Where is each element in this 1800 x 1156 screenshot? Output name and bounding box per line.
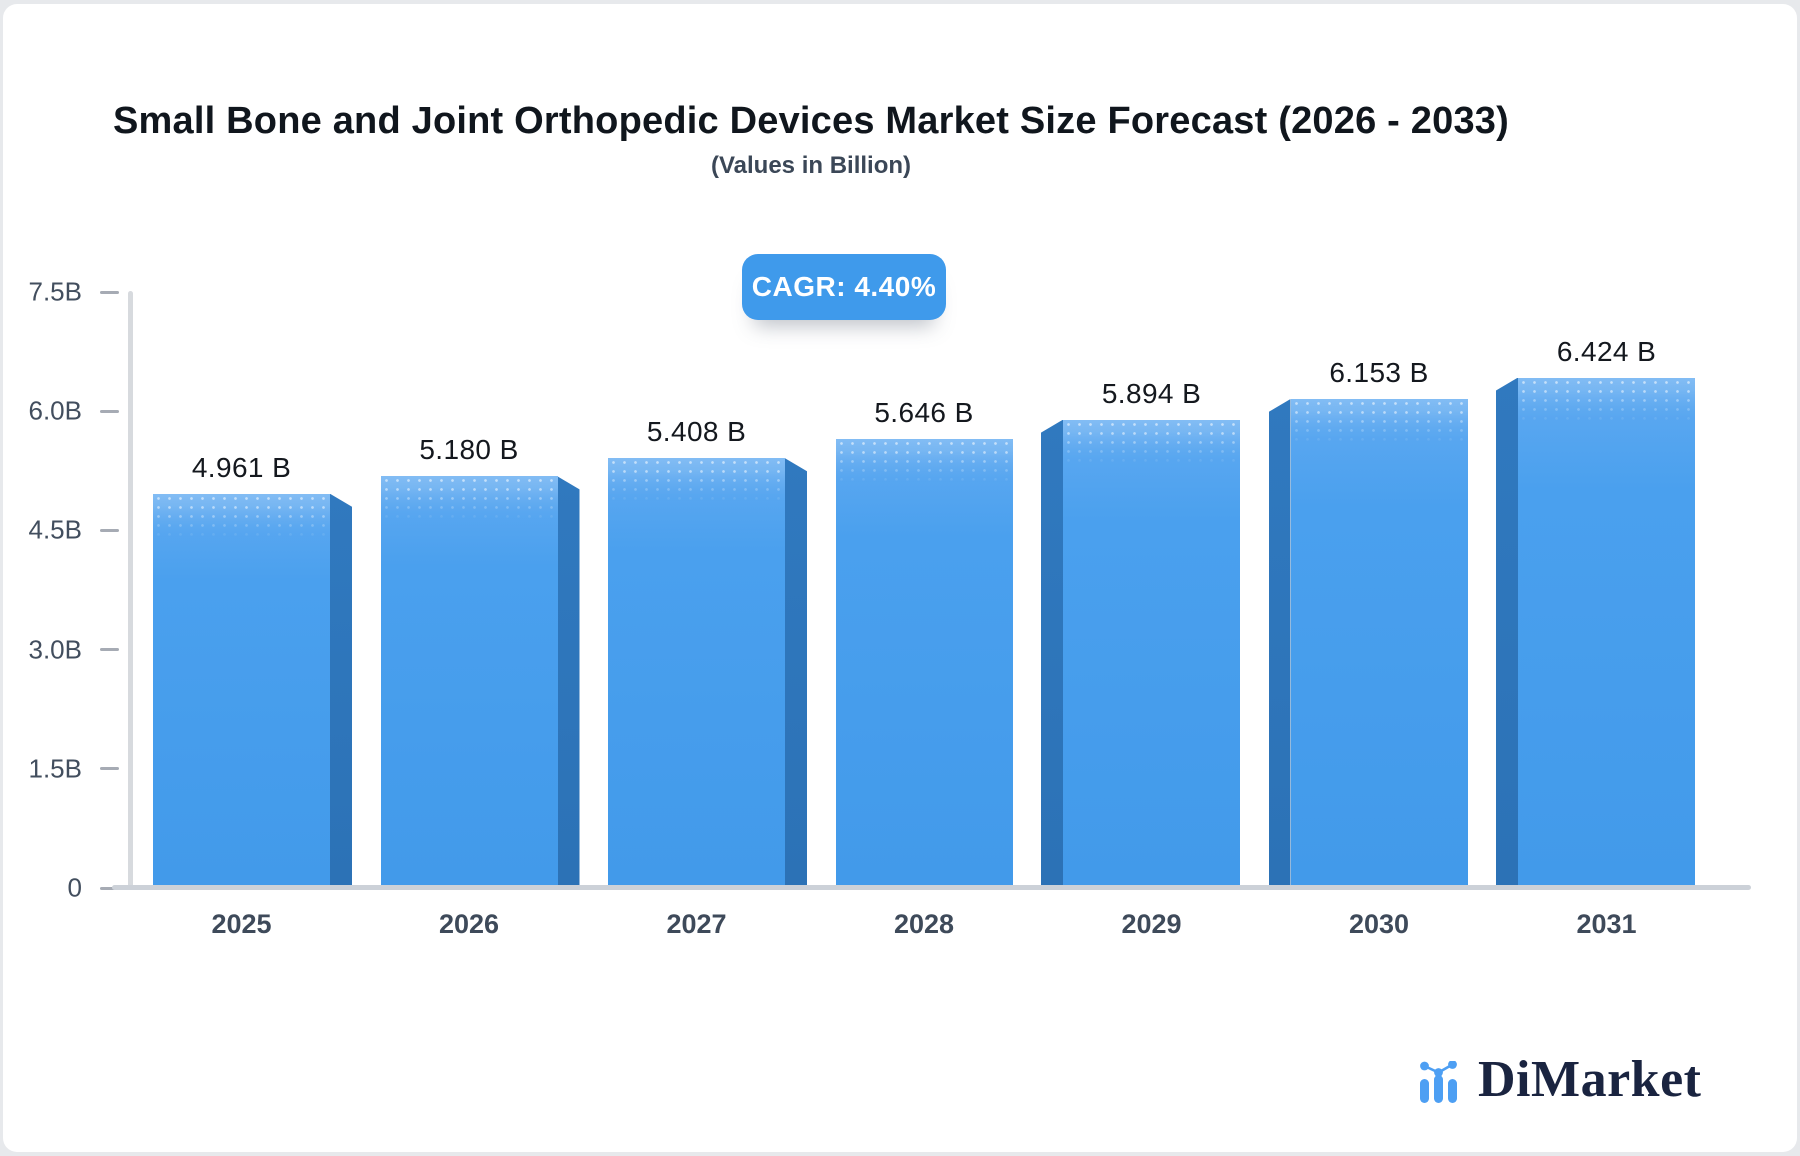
y-axis-line xyxy=(128,291,133,888)
y-tick-label: 0 xyxy=(67,872,82,903)
bar-face xyxy=(380,476,558,888)
bar-top-highlight xyxy=(1518,377,1695,424)
bar-top-highlight xyxy=(153,493,330,540)
cagr-badge: CAGR: 4.40% xyxy=(742,254,946,320)
y-tick-dash xyxy=(100,409,119,413)
chart-subtitle: (Values in Billion) xyxy=(710,152,912,179)
bar-value-label: 6.424 B xyxy=(1556,335,1657,367)
bar-face xyxy=(153,493,330,888)
chart-card: Small Bone and Joint Orthopedic Devices … xyxy=(3,4,1797,1152)
x-tick-label-2029: 2029 xyxy=(1121,909,1182,939)
bar-3d-side xyxy=(330,493,352,888)
bar-2031[interactable] xyxy=(1496,377,1695,888)
y-tick-dash xyxy=(100,528,119,532)
x-tick-label-2030: 2030 xyxy=(1348,909,1410,939)
bar-3d-side xyxy=(1268,399,1291,888)
x-axis-line xyxy=(112,885,1751,890)
bar-top-highlight xyxy=(1063,419,1240,466)
bar-value-label: 5.646 B xyxy=(874,397,974,429)
x-tick-label-2025: 2025 xyxy=(211,909,272,939)
y-tick-label: 3.0B xyxy=(28,634,83,665)
y-tick-dash xyxy=(100,886,119,890)
bar-2030[interactable] xyxy=(1268,399,1468,888)
y-tick-label: 1.5B xyxy=(28,753,83,784)
brand-name: DiMarket xyxy=(1478,1051,1702,1108)
x-tick-label-2031: 2031 xyxy=(1576,909,1637,939)
bar-top-highlight xyxy=(608,458,785,505)
bar-3d-side xyxy=(1496,377,1518,888)
bar-2026[interactable] xyxy=(380,476,580,888)
bar-2029[interactable] xyxy=(1041,419,1240,888)
y-tick-label: 6.0B xyxy=(28,395,83,426)
bar-3d-side xyxy=(557,476,580,888)
bar-2028[interactable] xyxy=(835,439,1013,888)
y-tick-label: 7.5B xyxy=(28,276,83,307)
bar-face xyxy=(608,458,785,888)
bar-top-highlight xyxy=(380,476,558,523)
bar-top-highlight xyxy=(1290,399,1468,446)
bar-value-label: 5.894 B xyxy=(1101,377,1202,409)
mini-bar-chart-icon xyxy=(1420,1061,1457,1103)
x-tick-label-2027: 2027 xyxy=(666,909,727,939)
bar-2025[interactable] xyxy=(153,493,352,888)
bar-top-highlight xyxy=(835,439,1013,486)
chart-title: Small Bone and Joint Orthopedic Devices … xyxy=(113,100,1509,142)
bar-value-label: 5.180 B xyxy=(419,434,519,466)
bar-value-label: 5.408 B xyxy=(646,416,747,448)
y-tick-label: 4.5B xyxy=(28,514,83,545)
cagr-label: CAGR: 4.40% xyxy=(751,271,937,302)
bar-face xyxy=(1518,377,1695,888)
bar-face xyxy=(1063,419,1240,888)
dimarket-logo[interactable]: DiMarket xyxy=(1419,1044,1701,1106)
bar-face xyxy=(835,439,1013,888)
x-tick-label-2028: 2028 xyxy=(893,909,955,939)
y-tick-dash xyxy=(100,290,119,294)
bar-value-label: 6.153 B xyxy=(1329,357,1429,389)
bar-value-label: 4.961 B xyxy=(191,451,292,483)
bar-2027[interactable] xyxy=(608,458,807,888)
bar-3d-side xyxy=(785,458,807,888)
x-tick-label-2026: 2026 xyxy=(438,909,500,939)
y-tick-dash xyxy=(100,648,119,652)
bar-face xyxy=(1290,399,1468,888)
y-tick-dash xyxy=(100,767,119,771)
bar-3d-side xyxy=(1041,419,1063,888)
